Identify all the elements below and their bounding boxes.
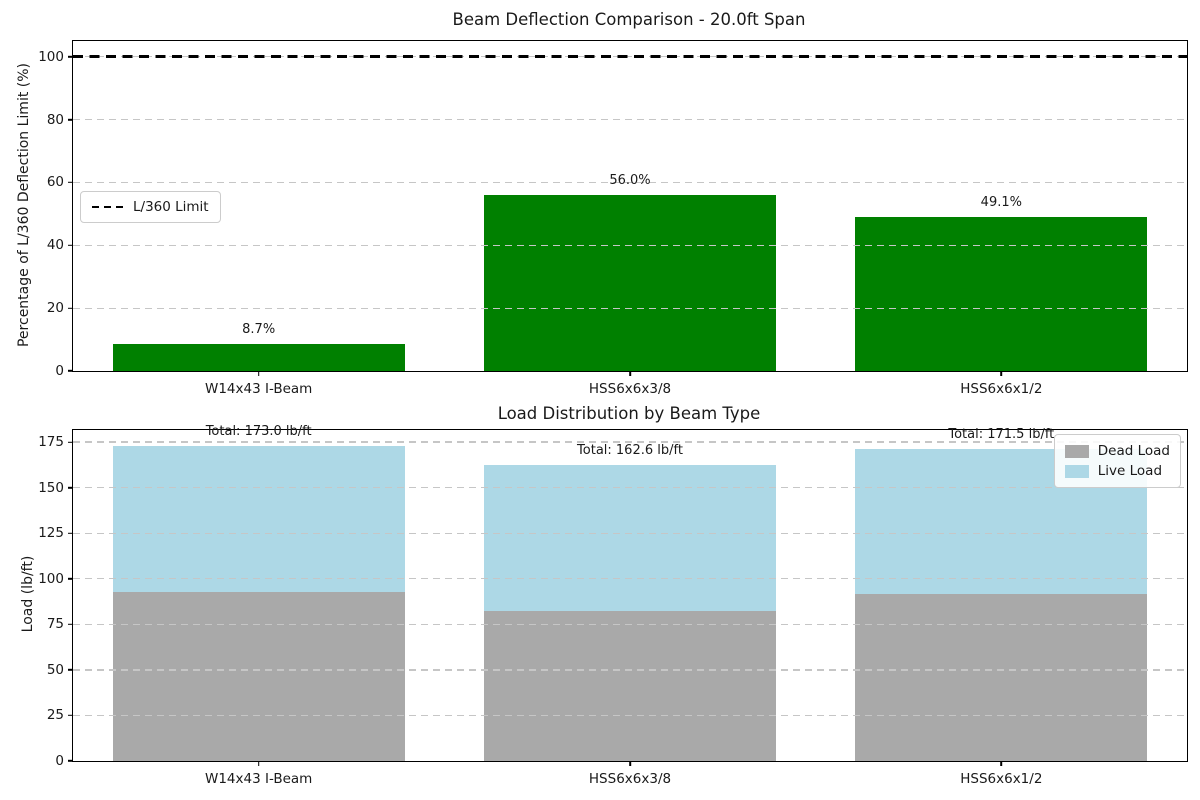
dead-load-bar [112, 591, 405, 761]
y-tick-mark [68, 760, 73, 762]
y-tick-mark [68, 370, 73, 372]
gridline [73, 578, 1187, 580]
x-tick-label: W14x43 I-Beam [204, 771, 313, 787]
legend: Dead Load Live Load [1053, 434, 1181, 488]
y-tick-label: 80 [46, 111, 64, 128]
y-tick-mark [68, 714, 73, 717]
gridline [73, 441, 1187, 443]
y-axis-label: Load (lb/ft) [20, 555, 36, 633]
gridline [73, 623, 1187, 625]
gridline [73, 118, 1187, 121]
x-tick-mark [257, 761, 260, 766]
gridline [73, 714, 1187, 717]
y-tick-label: 0 [55, 753, 64, 769]
y-tick-label: 25 [46, 707, 64, 724]
x-tick-mark [257, 371, 260, 376]
live-load-bar [484, 464, 776, 611]
gridline [73, 244, 1187, 246]
legend-label: L/360 Limit [133, 199, 209, 215]
x-tick-label: HSS6x6x3/8 [588, 771, 672, 787]
chart-title: Beam Deflection Comparison - 20.0ft Span [452, 10, 806, 29]
y-tick-mark [68, 532, 73, 535]
dead-load-swatch [1064, 444, 1089, 458]
y-axis-label: Percentage of L/360 Deflection Limit (%) [16, 62, 32, 348]
legend: L/360 Limit [80, 191, 221, 223]
x-tick-label: HSS6x6x1/2 [960, 381, 1043, 397]
legend-entry-live-load: Live Load [1064, 461, 1170, 481]
live-load-bar [112, 445, 405, 592]
gridline [73, 181, 1187, 184]
x-tick-label: HSS6x6x3/8 [588, 381, 672, 397]
legend-entry-dead-load: Dead Load [1064, 441, 1170, 461]
y-tick-label: 100 [38, 570, 64, 587]
gridline [73, 532, 1187, 534]
y-tick-label: 150 [38, 479, 64, 496]
plot-area: Dead Load Live Load Total: 173.0 lb/ft W1… [38, 424, 1188, 787]
gridline [73, 307, 1187, 309]
y-tick-label: 20 [46, 300, 64, 317]
x-tick-mark [629, 761, 631, 766]
y-tick-label: 0 [55, 363, 64, 379]
y-tick-mark [68, 244, 73, 247]
y-tick-label: 100 [38, 48, 64, 65]
x-tick-mark [1000, 761, 1003, 766]
total-label: Total: 171.5 lb/ft [948, 426, 1055, 442]
plot-area: L/360 Limit 8.7% W14x43 I-Beam 56.0% HSS6x6… [38, 40, 1188, 397]
live-load-swatch [1064, 464, 1089, 478]
x-tick-label: W14x43 I-Beam [204, 381, 313, 397]
bar-value-label: 56.0% [609, 173, 651, 188]
deflection-bar [484, 195, 776, 371]
dashed-line-swatch [92, 205, 124, 209]
dead-load-bar [855, 594, 1148, 761]
y-tick-mark [68, 181, 73, 184]
y-tick-mark [68, 578, 73, 580]
deflection-bar [855, 216, 1148, 371]
deflection-bar [112, 343, 405, 371]
bar-value-label: 8.7% [242, 321, 276, 337]
y-tick-label: 125 [38, 525, 64, 542]
gridline [73, 669, 1187, 671]
y-tick-mark [68, 486, 73, 489]
legend-label: Dead Load [1097, 443, 1170, 459]
total-label: Total: 162.6 lb/ft [577, 442, 683, 458]
x-tick-mark [629, 371, 631, 376]
gridline [73, 487, 1187, 489]
y-tick-mark [68, 623, 73, 626]
y-tick-mark [68, 441, 73, 443]
y-tick-label: 60 [46, 174, 64, 191]
y-tick-label: 40 [46, 237, 64, 254]
y-tick-mark [68, 307, 73, 309]
y-tick-mark [68, 669, 73, 671]
y-tick-mark [68, 118, 73, 121]
limit-reference-line [73, 55, 1187, 59]
x-tick-label: HSS6x6x1/2 [960, 771, 1043, 787]
y-tick-mark [68, 55, 73, 58]
y-tick-label: 175 [38, 434, 64, 451]
legend-label: Live Load [1097, 463, 1163, 479]
total-label: Total: 173.0 lb/ft [205, 423, 312, 439]
legend-entry: L/360 Limit [92, 197, 209, 217]
y-tick-label: 75 [46, 616, 64, 633]
x-tick-mark [1000, 371, 1003, 376]
bar-value-label: 49.1% [980, 194, 1022, 210]
chart-title: Load Distribution by Beam Type [497, 404, 761, 423]
y-tick-label: 50 [46, 661, 64, 678]
dead-load-bar [484, 610, 776, 761]
